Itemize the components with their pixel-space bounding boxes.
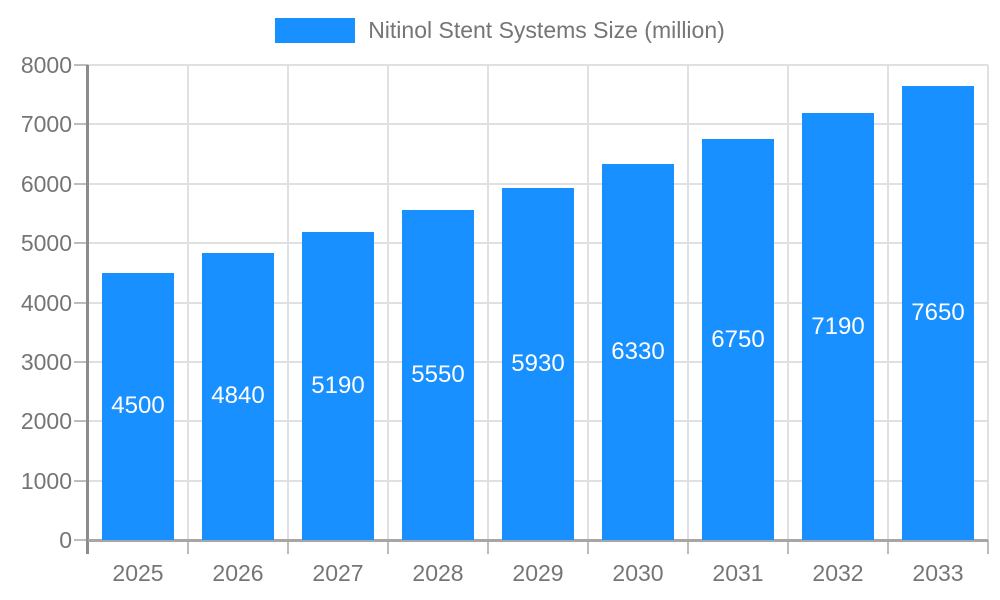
y-axis-tick [74,182,88,185]
legend[interactable]: Nitinol Stent Systems Size (million) [0,17,1000,43]
y-axis-label: 7000 [20,111,72,138]
gridline-horizontal [88,64,988,66]
x-axis-tick [187,540,189,554]
y-axis-line [86,65,89,554]
x-axis-label: 2030 [612,560,664,586]
y-axis-label: 0 [59,527,72,553]
y-axis-label: 6000 [20,170,72,197]
x-axis-label: 2033 [912,560,964,586]
gridline-vertical [287,65,289,540]
x-axis-label: 2031 [712,560,764,586]
x-axis-label: 2025 [112,560,164,586]
bar[interactable]: 7650 [902,85,974,540]
bar-value-label: 7190 [811,312,865,340]
y-axis-tick [74,479,88,482]
bar[interactable]: 5190 [302,231,374,540]
gridline-horizontal [88,123,988,126]
x-axis-tick [587,540,589,554]
x-axis-tick [487,540,489,554]
gridline-horizontal [88,182,988,185]
x-axis-label: 2027 [312,560,364,586]
x-axis-tick [787,540,789,554]
y-axis-tick [74,242,88,245]
bar-value-label: 5550 [411,361,465,389]
bar[interactable]: 4500 [102,272,174,540]
x-axis-line [88,539,988,542]
gridline-vertical [787,65,789,540]
gridline-vertical [987,65,989,540]
bar-value-label: 4840 [211,382,265,410]
gridline-vertical [887,65,889,540]
y-axis-label: 4000 [20,289,72,316]
gridline-vertical [587,65,589,540]
x-axis-label: 2032 [812,560,864,586]
y-axis-tick [74,301,88,304]
y-axis-tick [74,64,88,66]
legend-swatch [275,17,356,43]
x-axis-tick [387,540,389,554]
x-axis-tick [687,540,689,554]
bar[interactable]: 6750 [702,139,774,540]
gridline-vertical [187,65,189,540]
bar-value-label: 7650 [911,298,965,326]
bar[interactable]: 5930 [502,187,574,540]
bar[interactable]: 4840 [202,252,274,540]
y-axis-label: 2000 [20,408,72,435]
bar-value-label: 5930 [511,349,565,377]
gridline-vertical [387,65,389,540]
bar-value-label: 6330 [611,338,665,366]
y-axis-tick [74,360,88,363]
x-axis-label: 2028 [412,560,464,586]
bar-value-label: 6750 [711,325,765,353]
gridline-vertical [487,65,489,540]
y-axis-tick [74,539,88,541]
bar[interactable]: 5550 [402,210,474,540]
y-axis-label: 3000 [20,348,72,375]
bar-value-label: 5190 [311,371,365,399]
y-axis-label: 1000 [20,467,72,494]
y-axis-tick [74,420,88,423]
bar[interactable]: 6330 [602,164,674,540]
legend-label: Nitinol Stent Systems Size (million) [368,17,725,43]
gridline-vertical [687,65,689,540]
x-axis-label: 2026 [212,560,264,586]
x-axis-tick [887,540,889,554]
bar[interactable]: 7190 [802,113,874,540]
bar-value-label: 4500 [111,392,165,420]
y-axis-label: 5000 [20,230,72,257]
y-axis-tick [74,123,88,126]
x-axis-tick [987,540,989,554]
x-axis-tick [287,540,289,554]
y-axis-label: 8000 [20,52,72,78]
x-axis-label: 2029 [512,560,564,586]
